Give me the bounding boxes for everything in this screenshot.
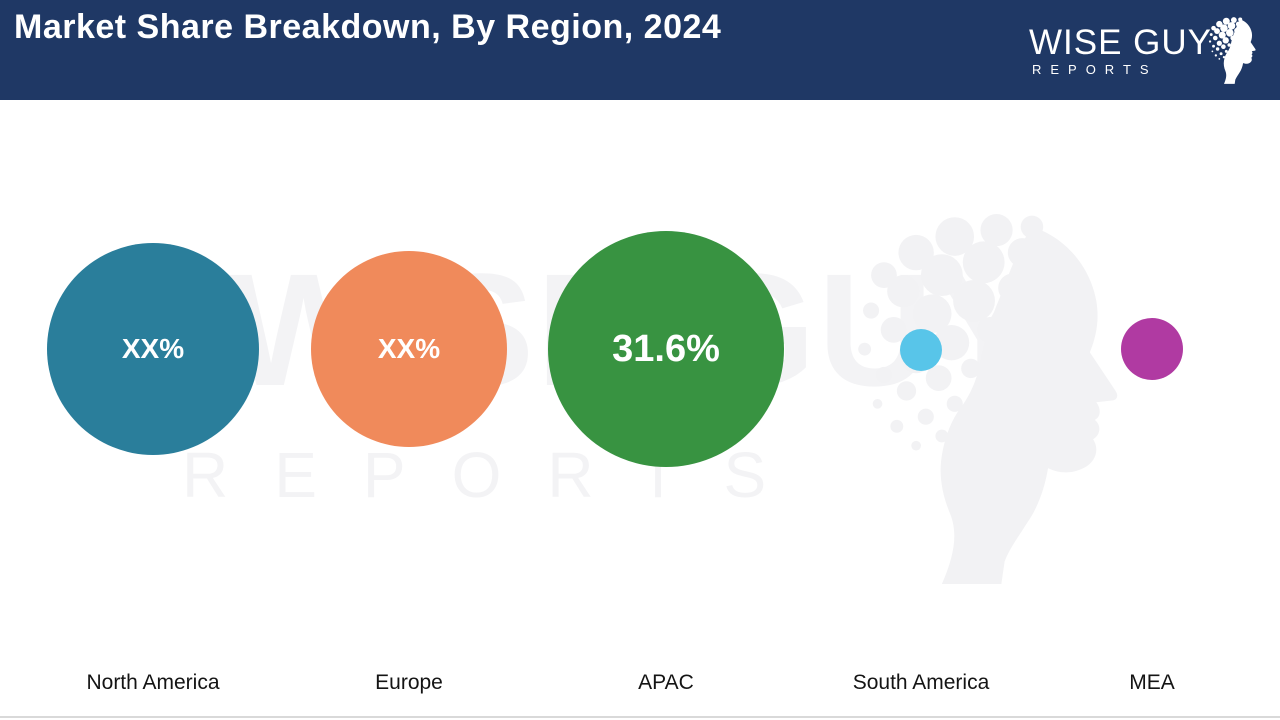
region-label-south-america: South America (852, 671, 990, 694)
region-label-north-america: North America (86, 671, 220, 694)
bubble-south-america (900, 329, 942, 371)
bubble-value-europe: XX% (377, 333, 441, 364)
watermark-head-icon (842, 214, 1164, 584)
wise-guy-logo: WISE GUY REPORTS (1029, 6, 1264, 94)
chart-title: Market Share Breakdown, By Region, 2024 (14, 8, 722, 46)
region-label-mea: MEA (1129, 671, 1175, 694)
bubble-value-north-america: XX% (121, 333, 185, 364)
region-label-apac: APAC (638, 671, 694, 694)
bubble-north-america: XX% (47, 243, 259, 455)
bubble-value-apac: 31.6% (612, 327, 720, 370)
logo-reports-text: REPORTS (1031, 61, 1158, 77)
bubble-apac: 31.6% (548, 231, 784, 467)
header-bar: Market Share Breakdown, By Region, 2024 … (0, 0, 1280, 100)
head-silhouette-icon (1206, 17, 1264, 84)
bubble-europe: XX% (311, 251, 507, 447)
region-label-europe: Europe (375, 671, 443, 694)
logo-wordmark: WISE GUY (1028, 22, 1212, 62)
bottom-divider (0, 716, 1280, 718)
logo-text-block: WISE GUY REPORTS (1029, 25, 1212, 76)
bubble-mea (1121, 318, 1183, 380)
